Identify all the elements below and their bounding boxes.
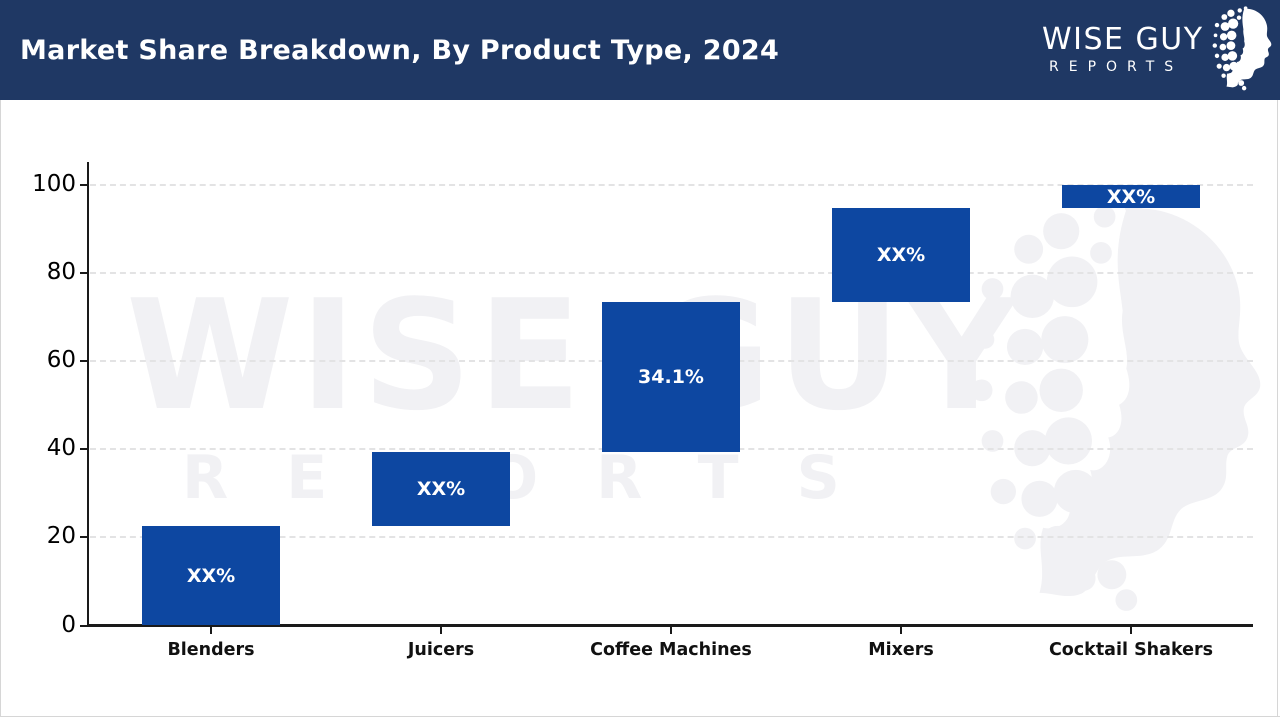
y-tick-0 [80,624,88,627]
bar-segment: XX% [372,451,510,526]
bar-segment: 34.1% [602,301,740,452]
gridline-80 [90,272,1253,275]
logo-wiseguy-label: WISE GUY [1042,22,1204,57]
header-bar: Market Share Breakdown, By Product Type,… [0,0,1280,100]
bar-value-label: XX% [1106,185,1156,208]
y-tick-label-20: 20 [46,523,76,550]
bottom-border [0,716,1280,717]
y-axis-spine [87,162,89,626]
watermark-reports-text: REPORTS [182,443,898,513]
category-label: Juicers [407,640,475,660]
x-tick-4 [1130,626,1132,634]
bar-value-label: XX% [186,564,236,587]
x-tick-1 [440,626,442,634]
y-tick-80 [80,272,88,275]
y-tick-label-0: 0 [61,611,76,638]
category-label: Blenders [167,640,255,660]
y-tick-100 [80,184,88,187]
watermark-face-icon [938,195,1264,629]
bar-value-label: XX% [416,477,466,500]
category-label: Mixers [868,640,934,660]
y-tick-60 [80,360,88,363]
y-tick-label-40: 40 [46,435,76,462]
y-tick-20 [80,536,88,539]
page-title: Market Share Breakdown, By Product Type,… [20,34,780,66]
bar-segment: XX% [142,525,280,626]
y-tick-label-60: 60 [46,347,76,374]
wiseguy-logo-text: WISE GUY REPORTS [1042,23,1204,75]
right-border [1277,100,1278,717]
x-tick-0 [210,626,212,634]
gridline-100 [90,184,1253,187]
y-tick-label-100: 100 [32,171,76,198]
category-label: Coffee Machines [590,640,752,660]
left-border [0,100,1,717]
bar-value-label: XX% [876,243,926,266]
x-tick-3 [900,626,902,634]
logo-reports-label: REPORTS [1049,59,1184,75]
bar-segment: XX% [832,208,970,302]
bar-segment: XX% [1062,185,1200,209]
y-tick-label-80: 80 [46,259,76,286]
bar-value-label: 34.1% [638,365,704,388]
y-tick-40 [80,448,88,451]
x-tick-2 [670,626,672,634]
x-axis-spine [87,624,1253,627]
category-label: Cocktail Shakers [1048,640,1214,660]
watermark-wiseguy-text: WISE GUY [126,267,1023,444]
gridline-20 [90,536,1253,539]
wiseguy-face-icon [1206,6,1272,94]
